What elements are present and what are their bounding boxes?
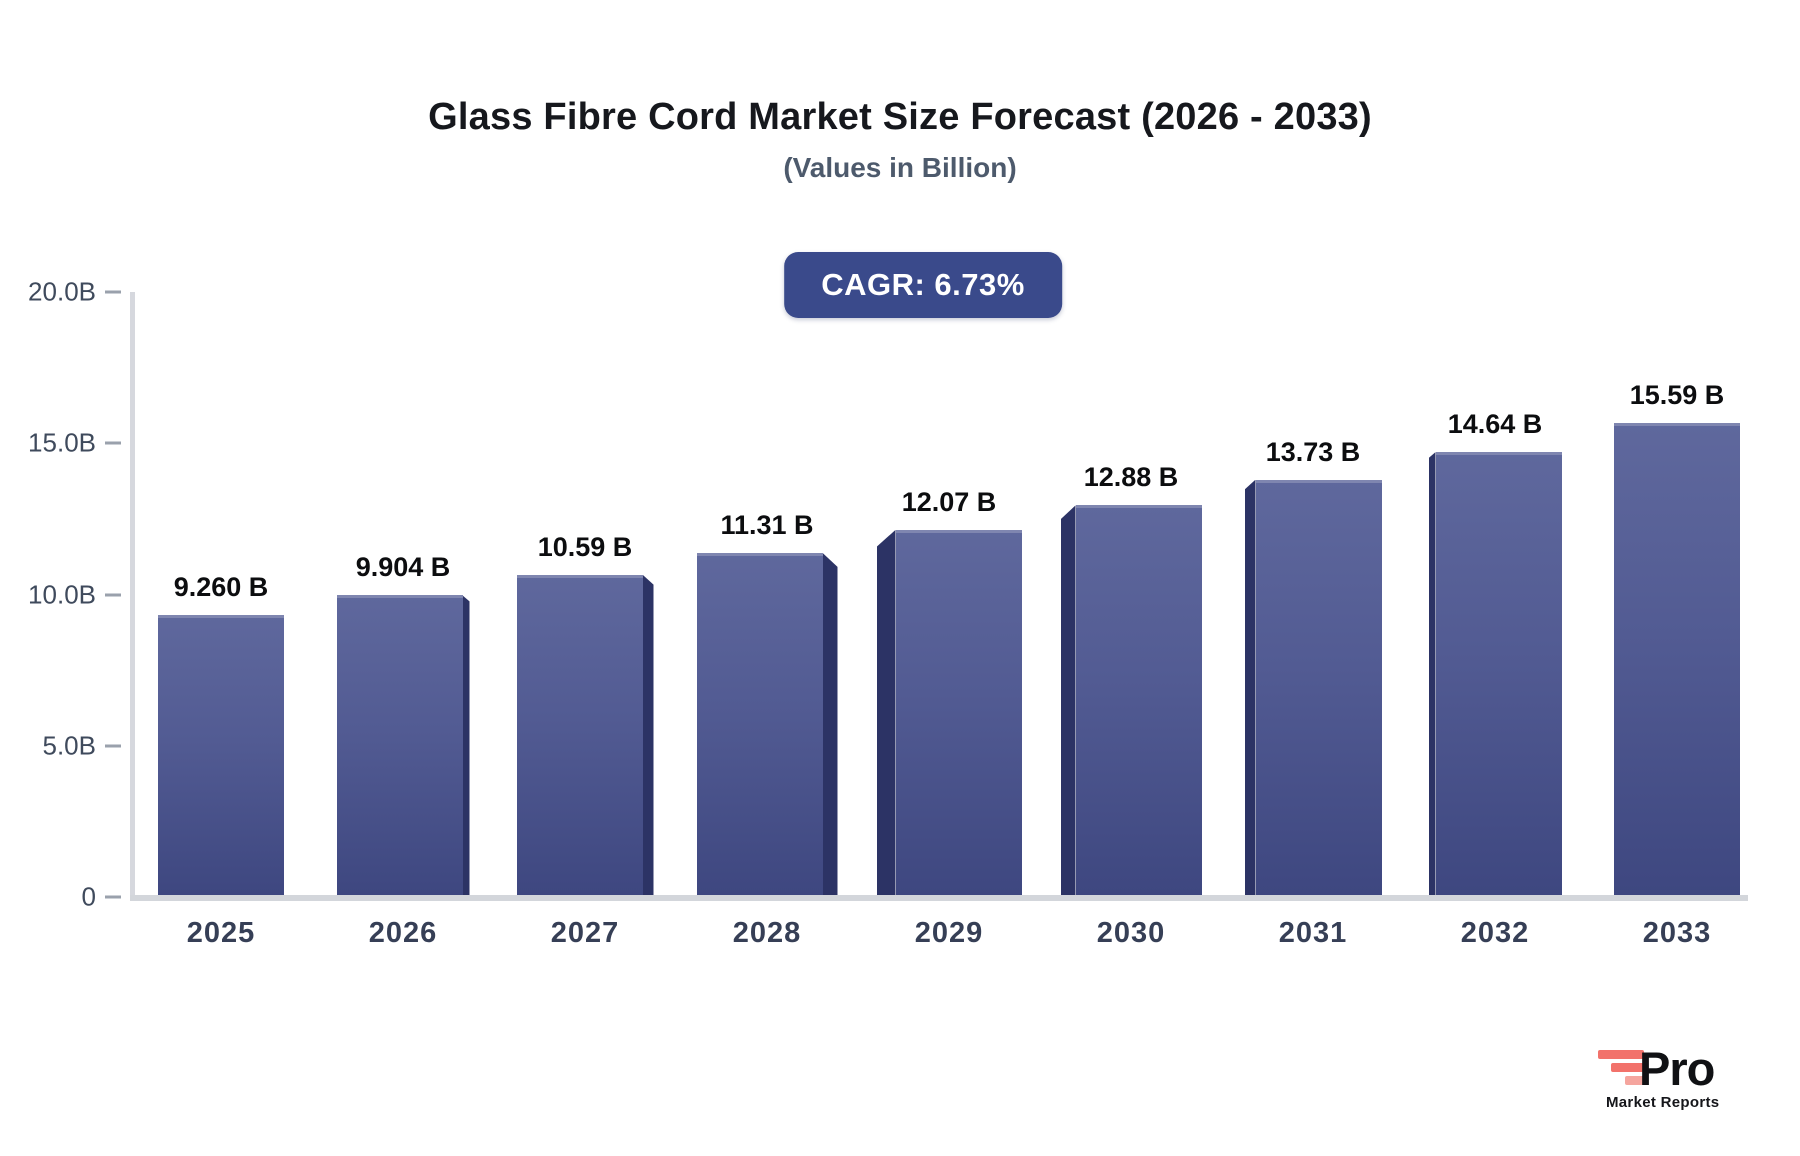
y-tick-mark — [105, 593, 121, 596]
bar-slot-2029: 12.07 B 2029 — [858, 292, 1040, 949]
bar-2032 — [1428, 452, 1562, 895]
bar-front-face — [1075, 505, 1202, 895]
y-tick-mark — [105, 744, 121, 748]
bar-front-face — [158, 614, 284, 895]
bar-2026 — [336, 595, 470, 895]
bar-2033 — [1614, 423, 1740, 895]
chart-subtitle: (Values in Billion) — [783, 152, 1017, 183]
y-tick-label: 5.0B — [42, 730, 97, 761]
bar-side-face — [822, 552, 838, 895]
logo-bars-icon — [1598, 1050, 1644, 1085]
bar-front-face — [336, 595, 463, 895]
logo-tagline: Market Reports — [1606, 1094, 1720, 1111]
x-tick-label-2031: 2031 — [1278, 917, 1348, 949]
y-tick-mark — [105, 441, 121, 445]
bar-front-face — [1435, 452, 1562, 895]
bar-slot-2026: 9.904 B 2026 — [312, 292, 494, 949]
x-axis-baseline — [130, 895, 1748, 901]
bar-side-face — [462, 595, 470, 895]
bar-value-label: 10.59 B — [537, 531, 633, 562]
bar-2030 — [1060, 505, 1202, 895]
x-tick-label-2032: 2032 — [1460, 917, 1530, 949]
bar-value-label: 12.07 B — [901, 486, 997, 517]
bar-2028 — [696, 552, 838, 895]
logo-name: Pro — [1639, 1042, 1715, 1095]
bar-value-label: 11.31 B — [720, 509, 814, 540]
y-tick-label: 0 — [81, 881, 96, 912]
x-tick-label-2030: 2030 — [1096, 917, 1166, 949]
plot-area: 0 5.0B 10.0B 15.0B 20.0B 9.260 B 2025 9.904 B 2… — [28, 277, 1768, 949]
bar-slot-2027: 10.59 B 2027 — [494, 292, 676, 949]
bar-slot-2033: 15.59 B 2033 — [1586, 292, 1768, 949]
bar-2029 — [876, 529, 1022, 895]
bar-front-face — [1614, 423, 1740, 895]
bar-2027 — [516, 574, 654, 895]
x-tick-label-2029: 2029 — [914, 917, 984, 949]
bar-side-face — [876, 529, 896, 895]
bar-2025 — [158, 614, 284, 895]
bar-slot-2030: 12.88 B 2030 — [1040, 292, 1222, 949]
bar-slot-2031: 13.73 B 2031 — [1222, 292, 1404, 949]
cagr-badge: CAGR: 6.73% — [784, 252, 1062, 318]
bar-2031 — [1244, 479, 1382, 895]
y-tick-label: 20.0B — [28, 276, 96, 307]
y-tick-label: 10.0B — [28, 579, 96, 609]
bar-slot-2028: 11.31 B 2028 — [676, 292, 858, 949]
bar-value-label: 14.64 B — [1447, 409, 1543, 440]
bar-value-label: 13.73 B — [1265, 436, 1361, 467]
bar-value-label: 15.59 B — [1629, 380, 1725, 411]
pro-market-reports-logo: Pro Market Reports — [1598, 1045, 1778, 1111]
bar-value-label: 12.88 B — [1083, 462, 1179, 493]
x-tick-label-2033: 2033 — [1642, 917, 1712, 949]
bar-front-face — [1255, 479, 1382, 895]
x-tick-label-2026: 2026 — [368, 917, 438, 949]
x-tick-label-2027: 2027 — [550, 917, 620, 949]
bar-side-face — [1060, 505, 1076, 895]
bar-front-face — [895, 529, 1022, 895]
y-tick-mark — [105, 290, 121, 294]
y-axis-line — [130, 292, 135, 897]
bar-side-face — [1428, 452, 1436, 895]
bar-side-face — [642, 574, 654, 895]
bar-front-face — [696, 552, 823, 895]
x-tick-label-2028: 2028 — [732, 917, 802, 949]
bar-side-face — [1244, 479, 1256, 895]
y-tick-mark — [105, 895, 121, 899]
bar-front-face — [516, 574, 643, 895]
bar-value-label: 9.260 B — [173, 571, 269, 602]
y-tick-label: 15.0B — [28, 427, 96, 458]
bar-slot-2032: 14.64 B 2032 — [1404, 292, 1586, 949]
chart-title: Glass Fibre Cord Market Size Forecast (2… — [428, 96, 1372, 138]
x-tick-label-2025: 2025 — [186, 917, 256, 949]
bar-slot-2025: 9.260 B 2025 — [130, 292, 312, 949]
bar-value-label: 9.904 B — [355, 552, 451, 583]
